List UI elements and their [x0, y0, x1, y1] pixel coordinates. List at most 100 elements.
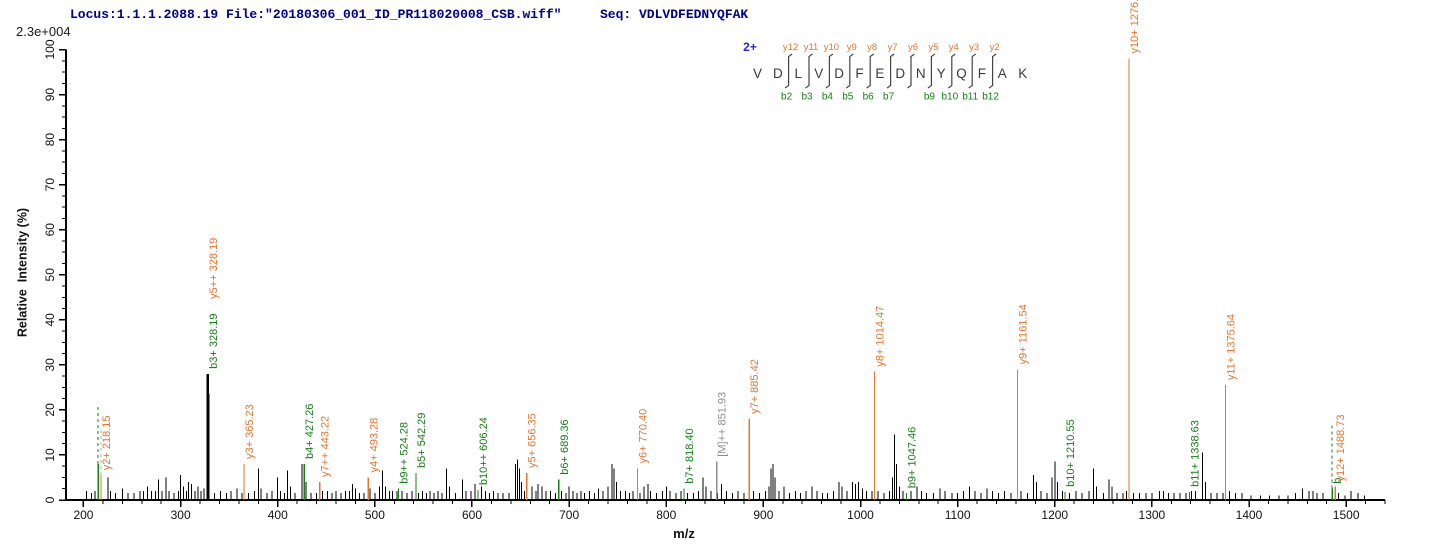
residue-2-D: D — [773, 66, 783, 81]
fragment-marker — [845, 53, 854, 89]
peak-label-y6+: y6+ 770.40 — [638, 409, 650, 464]
x-tick-label: 200 — [73, 508, 93, 522]
residue-7-E: E — [875, 66, 884, 81]
fragment-label-y3: y3 — [969, 42, 979, 53]
fragment-label-y5: y5 — [928, 42, 938, 53]
residue-6-F: F — [855, 66, 863, 81]
residue-10-Y: Y — [937, 66, 946, 81]
residue-13-A: A — [998, 66, 1007, 81]
peak-label-b9++: b9++ 524.28 — [398, 422, 410, 484]
fragment-label-b6: b6 — [863, 92, 875, 103]
peak-label-y11+: y11+ 1375.64 — [1225, 314, 1237, 380]
peak-label-y8+: y8+ 1014.47 — [875, 306, 887, 367]
peak-label-b7+: b7+ 818.40 — [684, 428, 696, 483]
x-tick-label: 800 — [656, 508, 676, 522]
fragment-marker — [784, 53, 793, 89]
x-tick-label: 1400 — [1236, 508, 1263, 522]
y-tick-label: 30 — [43, 358, 57, 372]
fragment-label-y2: y2 — [990, 42, 1000, 53]
fragment-marker — [968, 53, 977, 89]
peak-label-b6+: b6+ 689.36 — [559, 419, 571, 474]
fragment-label-y4: y4 — [949, 42, 959, 53]
max-intensity-label: 2.3e+004 — [16, 24, 71, 39]
fragment-marker — [805, 53, 813, 89]
fragment-label-b5: b5 — [842, 92, 854, 103]
peak-label-b5+: b5+ 542.29 — [416, 413, 428, 468]
residue-4-V: V — [814, 66, 823, 81]
x-tick-label: 1500 — [1333, 508, 1360, 522]
x-tick-label: 1000 — [847, 508, 874, 522]
y-tick-label: 40 — [43, 313, 57, 327]
y-tick-label: 80 — [43, 133, 57, 147]
fragment-marker — [927, 53, 936, 89]
peak-label-y4+: y4+ 493.28 — [368, 418, 380, 473]
precursor-charge-label: 2+ — [743, 40, 757, 54]
fragment-label-b12: b12 — [982, 92, 999, 103]
fragment-marker — [866, 53, 875, 89]
peak-label-b10++: b10++ 606.24 — [478, 417, 490, 485]
peak-label-b: b — [1332, 478, 1344, 484]
y-tick-label: 10 — [43, 448, 57, 462]
y-tick-label: 50 — [43, 268, 57, 282]
fragment-label-b3: b3 — [801, 92, 813, 103]
fragment-marker — [988, 53, 997, 89]
x-axis-title: m/z — [673, 526, 695, 541]
peak-label-y5+: y5+ 656.35 — [527, 413, 539, 468]
y-tick-label: 70 — [43, 178, 57, 192]
peak-label-y10+: y10+ 1276.56 — [1129, 0, 1141, 54]
residue-3-L: L — [795, 66, 803, 81]
peak-label-y12+: y12+ 1488.73 — [1335, 415, 1347, 482]
peak-label-y5++: y5++ 328.19 — [208, 238, 220, 299]
fragment-marker — [886, 53, 895, 89]
fragment-label-y11: y11 — [804, 42, 819, 53]
fragment-label-y7: y7 — [888, 42, 898, 53]
residue-1-V: V — [753, 66, 762, 81]
peak-label-y9+: y9+ 1161.54 — [1017, 304, 1029, 364]
fragment-label-b10: b10 — [941, 92, 958, 103]
fragment-label-y10: y10 — [824, 42, 839, 53]
fragment-label-b11: b11 — [962, 92, 978, 103]
x-tick-label: 1300 — [1139, 508, 1166, 522]
peak-label-y7++: y7++ 443.22 — [320, 416, 332, 477]
residue-12-F: F — [978, 66, 986, 81]
peak-label-y2+: y2+ 218.15 — [101, 415, 113, 470]
residue-9-N: N — [916, 66, 926, 81]
x-tick-label: 1100 — [945, 508, 971, 522]
residue-8-D: D — [895, 66, 905, 81]
fragment-label-y9: y9 — [847, 42, 857, 53]
y-tick-label: 0 — [43, 496, 57, 503]
peak-label-b4+: b4+ 427.26 — [304, 404, 316, 459]
peak-label-y7+: y7+ 885.42 — [749, 359, 761, 414]
residue-14-K: K — [1018, 66, 1027, 81]
fragment-label-y6: y6 — [908, 42, 918, 53]
peak-label-b10+: b10+ 1210.55 — [1065, 419, 1077, 487]
x-tick-label: 1200 — [1041, 508, 1068, 522]
fragment-marker — [907, 53, 915, 89]
fragment-label-b7: b7 — [883, 92, 895, 103]
peak-label-[M]++: [M]++ 851.93 — [717, 392, 729, 457]
fragment-marker — [825, 53, 834, 89]
sequence-label: Seq: VDLVDFEDNYQFAK — [600, 7, 749, 22]
y-tick-label: 20 — [43, 403, 57, 417]
residue-11-Q: Q — [956, 66, 967, 81]
peak-label-b11+: b11+ 1338.63 — [1189, 420, 1201, 487]
x-tick-label: 600 — [462, 508, 482, 522]
fragment-label-y8: y8 — [867, 42, 877, 53]
y-tick-label: 100 — [43, 39, 57, 59]
fragment-label-b4: b4 — [822, 92, 834, 103]
fragment-label-b9: b9 — [924, 92, 936, 103]
fragment-marker — [947, 53, 956, 89]
x-tick-label: 300 — [171, 508, 191, 522]
peak-label-b3+: b3+ 328.19 — [208, 313, 220, 368]
x-tick-label: 500 — [365, 508, 385, 522]
x-tick-label: 700 — [559, 508, 579, 522]
locus-file-label: Locus:1.1.1.2088.19 File:"20180306_001_I… — [70, 7, 562, 22]
residue-5-D: D — [834, 66, 844, 81]
x-tick-label: 400 — [268, 508, 288, 522]
x-tick-label: 900 — [753, 508, 773, 522]
fragment-label-y12: y12 — [783, 42, 798, 53]
fragment-label-b2: b2 — [781, 92, 793, 103]
peak-label-y3+: y3+ 365.23 — [244, 404, 256, 459]
